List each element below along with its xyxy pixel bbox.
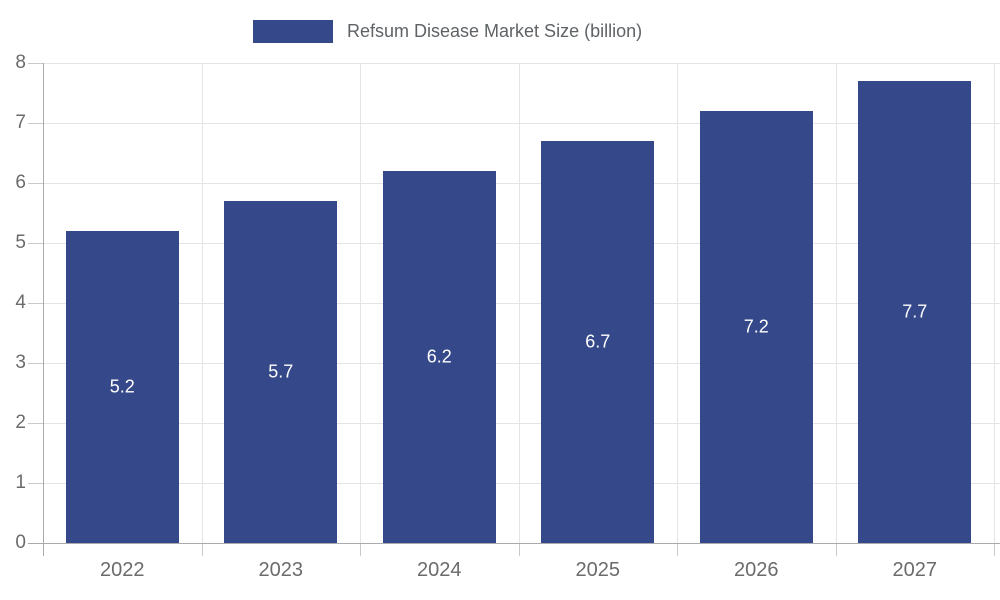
h-gridline bbox=[43, 363, 1000, 364]
y-tick bbox=[28, 363, 43, 364]
bar[interactable]: 6.2 bbox=[382, 171, 496, 543]
h-gridline bbox=[43, 243, 1000, 244]
h-gridline bbox=[43, 303, 1000, 304]
x-axis-label: 2023 bbox=[258, 559, 304, 581]
x-tick bbox=[835, 543, 837, 556]
x-axis-label: 2022 bbox=[100, 559, 145, 581]
x-axis-label: 2025 bbox=[575, 559, 621, 581]
legend-swatch bbox=[253, 20, 333, 43]
x-tick bbox=[518, 543, 520, 556]
y-tick bbox=[28, 63, 43, 64]
y-axis-tick-label: 6 bbox=[15, 172, 26, 193]
x-tick bbox=[677, 543, 678, 556]
h-gridline bbox=[43, 123, 1000, 124]
y-axis-tick-label: 7 bbox=[15, 112, 26, 133]
y-axis-line bbox=[43, 63, 44, 556]
y-tick bbox=[28, 423, 43, 424]
x-axis-line bbox=[28, 543, 1000, 544]
bar-value-label: 7.7 bbox=[902, 301, 928, 322]
plot-area: 0 1 2 3 4 5 6 7 8 5.2 2022 5.7 2023 6.2 2024 6.7 2025 7.2… bbox=[15, 52, 1000, 581]
v-gridline bbox=[994, 63, 995, 543]
x-axis-label: 2026 bbox=[734, 559, 779, 581]
h-gridline bbox=[43, 183, 1000, 184]
y-tick bbox=[28, 183, 43, 184]
bar[interactable]: 6.7 bbox=[541, 141, 655, 543]
y-axis-tick-label: 4 bbox=[15, 292, 26, 313]
bar-value-label: 5.7 bbox=[268, 361, 294, 382]
bar-value-label: 7.2 bbox=[743, 316, 769, 337]
bar[interactable]: 5.2 bbox=[65, 231, 179, 543]
v-gridline bbox=[677, 63, 678, 543]
bar-value-label: 5.2 bbox=[109, 376, 135, 397]
v-gridline bbox=[201, 63, 203, 543]
y-tick bbox=[28, 123, 43, 124]
legend[interactable]: Refsum Disease Market Size (billion) bbox=[253, 20, 642, 43]
bar[interactable]: 5.7 bbox=[224, 201, 338, 543]
bar-value-label: 6.2 bbox=[426, 346, 452, 367]
h-gridline bbox=[43, 423, 1000, 424]
y-tick bbox=[28, 483, 43, 484]
h-gridline bbox=[43, 483, 1000, 484]
y-tick bbox=[28, 243, 43, 244]
y-tick bbox=[28, 303, 43, 304]
x-tick bbox=[360, 543, 361, 556]
bar[interactable]: 7.7 bbox=[858, 81, 972, 543]
bar-value-label: 6.7 bbox=[585, 331, 611, 352]
y-axis-tick-label: 1 bbox=[15, 472, 26, 493]
y-axis-tick-label: 8 bbox=[15, 52, 26, 73]
v-gridline bbox=[360, 63, 361, 543]
legend-label: Refsum Disease Market Size (billion) bbox=[347, 21, 643, 41]
y-axis-tick-label: 2 bbox=[15, 412, 26, 433]
bar[interactable]: 7.2 bbox=[699, 111, 813, 543]
y-axis-tick-label: 0 bbox=[15, 532, 26, 553]
v-gridline bbox=[835, 63, 837, 543]
x-tick bbox=[994, 543, 995, 556]
y-axis-tick-label: 5 bbox=[15, 232, 26, 253]
x-axis-label: 2027 bbox=[892, 559, 938, 581]
h-gridline bbox=[43, 63, 1000, 64]
x-axis-label: 2024 bbox=[417, 559, 462, 581]
v-gridline bbox=[518, 63, 520, 543]
x-tick bbox=[201, 543, 203, 556]
y-axis-tick-label: 3 bbox=[15, 352, 26, 373]
